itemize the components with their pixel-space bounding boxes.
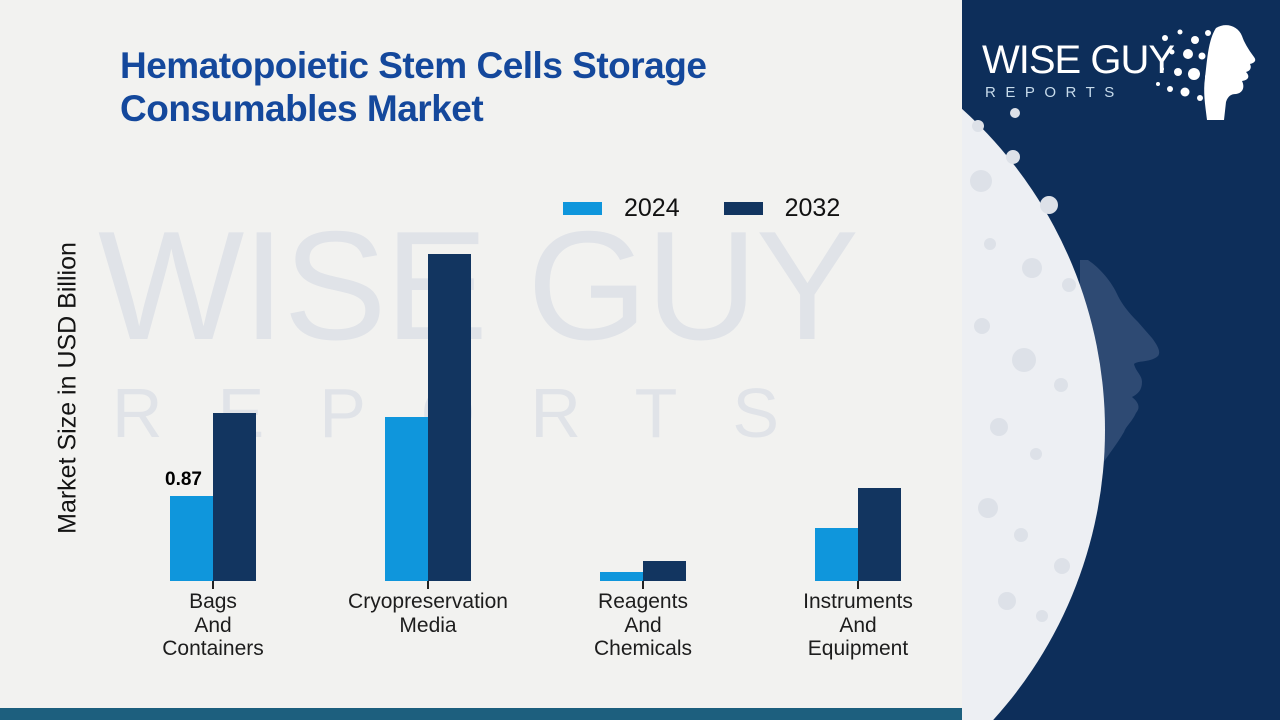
category-label-line: Media [399,613,457,637]
bar-2024-cryopreservation-media [385,417,428,581]
decorative-dot [990,418,1008,436]
bar-2032-bags-and-containers [213,413,256,581]
decorative-dot [1014,528,1028,542]
legend-item-2024: 2024 [563,194,680,223]
decorative-dot [970,170,992,192]
decorative-dot [1022,258,1042,278]
page-title-line1: Hematopoietic Stem Cells Storage [120,45,707,86]
decorative-dot [1036,610,1048,622]
category-label-line: Containers [162,637,264,660]
decorative-dot [1054,378,1068,392]
page-title: Hematopoietic Stem Cells Storage Consuma… [120,44,707,130]
decorative-dot [1012,348,1036,372]
category-label-line: Equipment [807,637,909,660]
page-title-line2: Consumables Market [120,88,484,129]
legend-swatch-2032 [723,202,763,215]
decorative-dot [998,592,1016,610]
decorative-dot [972,120,984,132]
brand-logo-text: WISE GUY [982,38,1175,82]
category-label-line: Instruments [803,590,913,613]
category-label-line: And [839,613,877,637]
decorative-dot [1006,150,1020,164]
decorative-dot [1010,108,1020,118]
category-label-line: Chemicals [593,637,693,660]
decorative-dot [984,238,996,250]
x-axis-tick-cryopreservation-media [427,581,429,589]
x-axis-tick-bags-and-containers [212,581,214,589]
decorative-dot [1062,278,1076,292]
decorative-dot [978,498,998,518]
bar-2032-instruments-and-equipment [858,488,901,581]
footer-accent-strip [0,708,962,720]
decorative-dot [1054,558,1070,574]
bar-2024-reagents-and-chemicals [600,572,643,581]
category-label-line: Reagents [598,590,688,613]
dotted-face-logo-icon [1156,25,1256,120]
decorative-dot [1030,448,1042,460]
category-label-instruments-and-equipment: Instruments And Equipment [748,590,968,661]
watermark-wiseguy-text: WISE GUY [98,199,859,372]
category-label-line: Cryopreservation [348,590,508,613]
brand-panel: WISE GUY REPORTS [962,0,1280,720]
category-label-cryopreservation-media: Cryopreservation Media [318,590,538,637]
legend-item-2032: 2032 [723,194,841,223]
chart-legend: 2024 2032 [563,194,884,223]
category-label-line: Bags [189,590,237,613]
bar-value-label-2024-bags-and-containers: 0.87 [165,469,202,490]
x-axis-tick-reagents-and-chemicals [642,581,644,589]
decorative-dot [974,318,990,334]
bar-2032-cryopreservation-media [428,254,471,581]
y-axis-label: Market Size in USD Billion [53,242,82,534]
legend-label-2024: 2024 [624,194,680,222]
category-label-bags-and-containers: Bags And Containers [103,590,323,661]
bar-2024-instruments-and-equipment [815,528,858,581]
legend-label-2032: 2032 [784,194,841,222]
category-label-line: And [624,613,662,637]
category-label-line: And [194,613,232,637]
legend-swatch-2024 [563,202,602,215]
decorative-dot [1040,196,1058,214]
brand-logo-subtext: REPORTS [985,84,1124,101]
bar-2032-reagents-and-chemicals [643,561,686,581]
category-label-reagents-and-chemicals: Reagents And Chemicals [533,590,753,661]
bar-2024-bags-and-containers [170,496,213,581]
x-axis-tick-instruments-and-equipment [857,581,859,589]
